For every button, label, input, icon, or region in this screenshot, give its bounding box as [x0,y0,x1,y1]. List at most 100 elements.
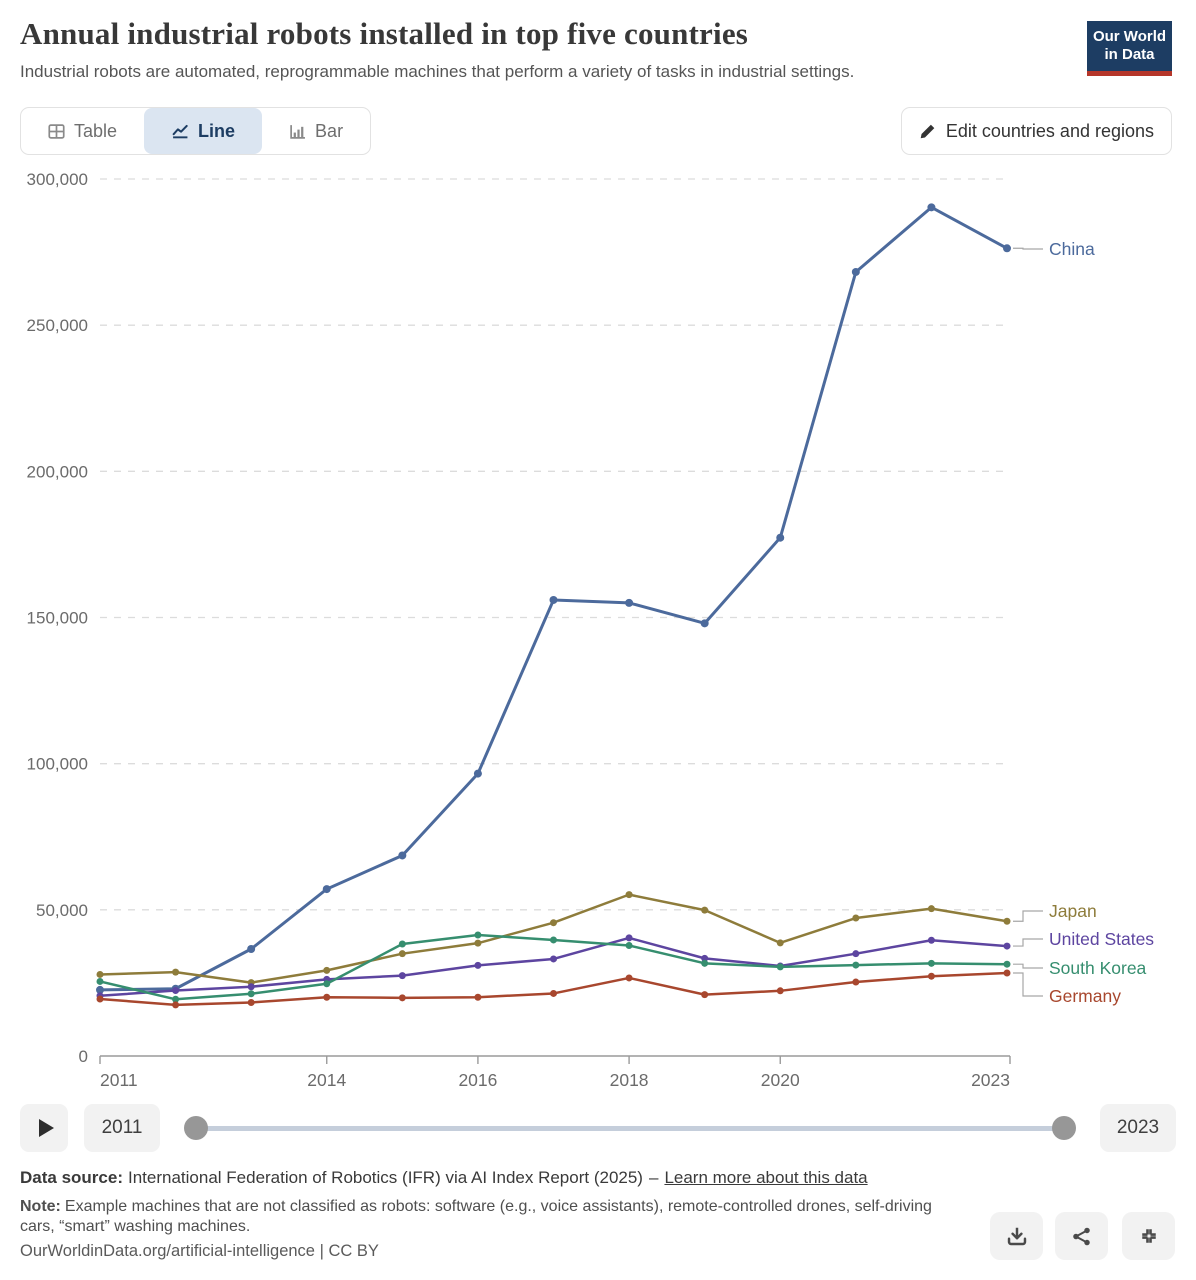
x-tick-label: 2011 [100,1070,138,1090]
data-point-united-states-2013[interactable] [247,983,255,991]
series-line-united-states[interactable] [98,936,1009,998]
data-point-germany-2011[interactable] [96,995,104,1003]
legend-label-south-korea[interactable]: South Korea [1049,958,1147,978]
data-point-japan-2016[interactable] [474,939,482,947]
owid-logo[interactable]: Our World in Data [1087,21,1172,76]
data-point-japan-2012[interactable] [172,968,180,976]
timeline-start-year[interactable]: 2011 [84,1104,160,1152]
data-point-germany-2016[interactable] [474,993,482,1001]
data-point-japan-2023[interactable] [1003,917,1011,925]
data-point-china-2023[interactable] [1003,244,1011,253]
data-point-china-2019[interactable] [700,619,709,628]
edit-countries-label: Edit countries and regions [945,120,1154,141]
data-point-china-2013[interactable] [247,945,256,954]
data-point-south-korea-2021[interactable] [852,961,860,969]
share-button[interactable] [1055,1212,1108,1260]
data-point-germany-2015[interactable] [398,994,406,1002]
data-point-south-korea-2016[interactable] [474,931,482,939]
data-point-south-korea-2014[interactable] [323,980,331,988]
data-point-china-2014[interactable] [322,885,331,894]
data-point-japan-2022[interactable] [927,905,935,913]
data-point-china-2017[interactable] [549,595,558,604]
timeline-slider-track[interactable] [196,1126,1064,1131]
data-point-united-states-2021[interactable] [852,950,860,958]
data-point-united-states-2016[interactable] [474,961,482,969]
data-point-china-2020[interactable] [776,533,785,542]
data-point-japan-2011[interactable] [96,970,104,978]
data-point-united-states-2023[interactable] [1003,942,1011,950]
data-point-china-2011[interactable] [96,985,104,994]
line-chart-icon [172,124,188,138]
data-point-china-2015[interactable] [398,851,407,860]
data-point-china-2018[interactable] [625,598,634,607]
owid-logo-line2: in Data [1104,46,1155,63]
data-point-germany-2023[interactable] [1003,969,1011,977]
data-point-japan-2017[interactable] [550,919,557,927]
data-point-germany-2012[interactable] [172,1001,180,1009]
data-point-south-korea-2019[interactable] [701,959,709,967]
timeline-end-year[interactable]: 2023 [1100,1104,1176,1152]
compress-button[interactable] [1122,1212,1175,1260]
data-point-south-korea-2022[interactable] [927,959,935,967]
y-tick-label: 100,000 [27,755,88,774]
data-point-south-korea-2017[interactable] [550,936,557,944]
data-point-germany-2014[interactable] [323,993,331,1001]
data-point-united-states-2015[interactable] [398,972,406,980]
data-point-united-states-2018[interactable] [625,934,633,942]
data-point-united-states-2012[interactable] [172,987,180,995]
data-point-japan-2018[interactable] [625,891,633,899]
note-line: Note: Example machines that are not class… [20,1197,950,1237]
data-point-japan-2015[interactable] [398,950,406,958]
data-point-china-2016[interactable] [473,769,482,778]
data-point-japan-2019[interactable] [701,906,709,914]
tab-line[interactable]: Line [144,108,263,154]
timeline-handle-start[interactable] [184,1116,208,1140]
series-line-south-korea[interactable] [98,933,1009,1001]
data-point-south-korea-2020[interactable] [776,963,784,971]
data-point-germany-2020[interactable] [776,987,784,995]
data-point-china-2022[interactable] [927,203,936,212]
data-point-germany-2021[interactable] [852,978,860,986]
data-point-japan-2021[interactable] [852,914,860,922]
learn-more-link[interactable]: Learn more about this data [664,1168,868,1187]
data-point-south-korea-2013[interactable] [247,990,255,998]
series-line-germany[interactable] [98,971,1009,1007]
data-source-label: Data source: [20,1168,123,1187]
note-value: Example machines that are not classified… [20,1198,932,1235]
data-point-south-korea-2012[interactable] [172,995,180,1003]
download-icon [1007,1227,1026,1246]
data-point-united-states-2022[interactable] [927,936,935,944]
play-button[interactable] [20,1104,68,1152]
data-point-germany-2019[interactable] [701,991,709,999]
data-point-united-states-2019[interactable] [701,954,709,962]
data-point-japan-2020[interactable] [776,939,784,947]
data-point-germany-2013[interactable] [247,999,255,1007]
legend-label-china[interactable]: China [1049,239,1095,259]
data-point-united-states-2017[interactable] [550,955,557,963]
timeline-handle-end[interactable] [1052,1116,1076,1140]
tab-bar[interactable]: Bar [262,108,370,154]
data-point-germany-2018[interactable] [625,974,633,982]
data-point-japan-2014[interactable] [323,966,331,974]
x-tick-label: 2016 [458,1070,497,1090]
legend-label-germany[interactable]: Germany [1049,986,1121,1006]
download-button[interactable] [990,1212,1043,1260]
legend-connector-united-states [1013,938,1043,947]
tab-table[interactable]: Table [21,108,144,154]
bar-chart-icon [290,124,305,139]
data-point-germany-2017[interactable] [550,989,557,997]
data-point-south-korea-2023[interactable] [1003,960,1011,968]
legend-label-japan[interactable]: Japan [1049,901,1097,921]
y-tick-label: 150,000 [27,609,88,628]
citation-line: OurWorldinData.org/artificial-intelligen… [20,1242,379,1260]
y-tick-label: 250,000 [27,316,88,335]
data-point-south-korea-2011[interactable] [96,977,104,985]
data-point-south-korea-2018[interactable] [625,941,633,949]
legend-label-united-states[interactable]: United States [1049,929,1154,949]
data-point-south-korea-2015[interactable] [398,940,406,948]
edit-countries-button[interactable]: Edit countries and regions [900,107,1172,155]
data-point-china-2021[interactable] [851,267,860,276]
x-tick-label: 2020 [761,1070,800,1090]
data-point-germany-2022[interactable] [927,972,935,980]
